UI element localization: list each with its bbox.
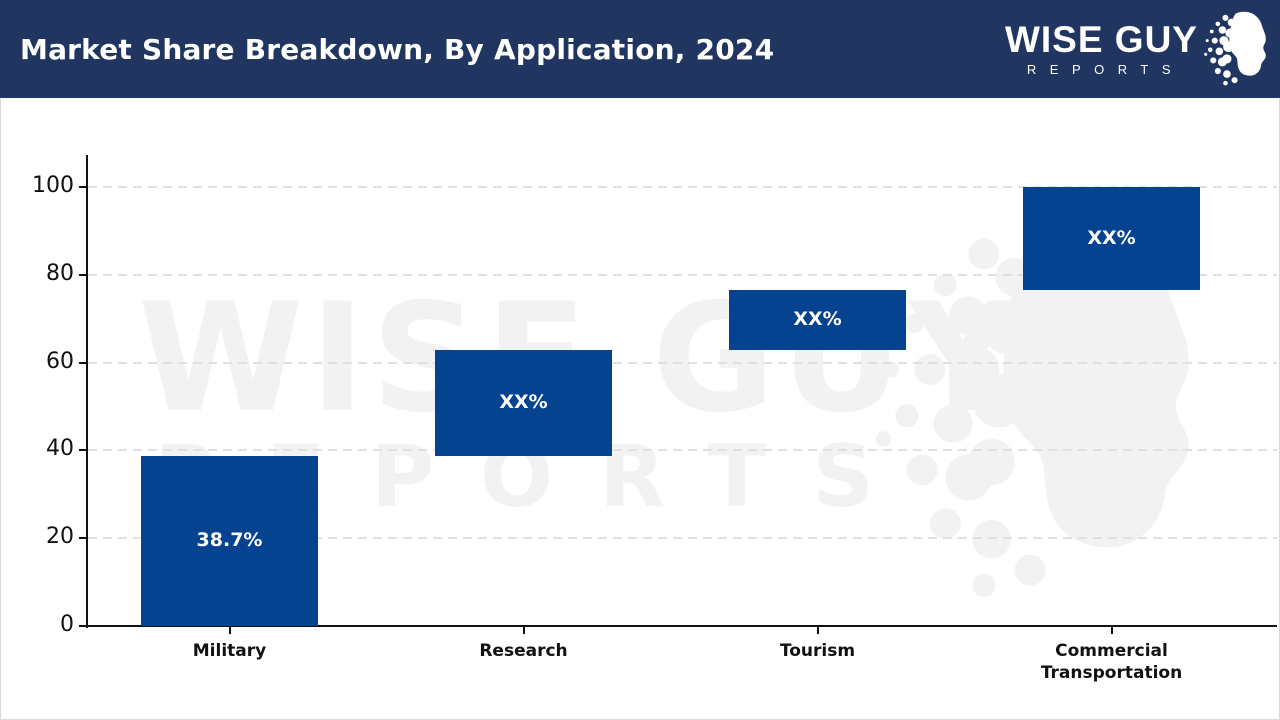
header-bar: Market Share Breakdown, By Application, … bbox=[0, 0, 1280, 98]
x-axis-label: Tourism bbox=[779, 641, 856, 661]
y-tick-label: 60 bbox=[46, 348, 74, 374]
brand-text: WISE GUY REPORTS bbox=[1005, 21, 1198, 77]
brand-logo: WISE GUY REPORTS bbox=[1005, 5, 1268, 93]
y-tick-label: 80 bbox=[46, 260, 74, 286]
bar-commercial-transportation bbox=[1023, 187, 1200, 291]
y-axis-line bbox=[86, 155, 88, 628]
y-tick-label: 20 bbox=[46, 524, 74, 550]
gridline-40 bbox=[88, 449, 1277, 452]
gridline-80 bbox=[88, 273, 1277, 276]
x-tick-mark bbox=[1110, 627, 1113, 634]
bar-value-label: XX% bbox=[1087, 226, 1136, 249]
page-title: Market Share Breakdown, By Application, … bbox=[20, 32, 775, 66]
bar-value-label: XX% bbox=[499, 390, 548, 413]
bar-research bbox=[435, 349, 612, 457]
gridline-20 bbox=[88, 537, 1277, 540]
brand-subtitle: REPORTS bbox=[1026, 62, 1185, 77]
y-tick-label: 0 bbox=[60, 612, 74, 637]
x-axis-label: Military bbox=[192, 641, 267, 661]
gridline-100 bbox=[88, 186, 1277, 188]
x-axis-label: Commercial Transportation bbox=[1040, 641, 1183, 684]
y-tick-mark bbox=[79, 449, 87, 452]
x-tick-mark bbox=[228, 627, 231, 634]
bar-tourism bbox=[729, 290, 906, 350]
x-axis-label: Research bbox=[479, 641, 568, 661]
bar-value-label: XX% bbox=[793, 308, 842, 331]
y-tick-label: 100 bbox=[32, 173, 74, 198]
y-tick-mark bbox=[79, 537, 87, 540]
x-tick-mark bbox=[522, 627, 525, 634]
bar-military bbox=[141, 456, 318, 626]
y-tick-mark bbox=[79, 186, 87, 188]
brand-name: WISE GUY bbox=[1004, 19, 1198, 60]
x-axis-line bbox=[87, 625, 1277, 627]
gridline-60 bbox=[88, 361, 1277, 364]
y-tick-mark bbox=[79, 625, 87, 627]
y-tick-mark bbox=[79, 273, 87, 276]
y-tick-label: 40 bbox=[46, 436, 74, 462]
bar-value-label: 38.7% bbox=[196, 529, 263, 552]
x-tick-mark bbox=[816, 627, 819, 634]
y-tick-mark bbox=[79, 361, 87, 364]
